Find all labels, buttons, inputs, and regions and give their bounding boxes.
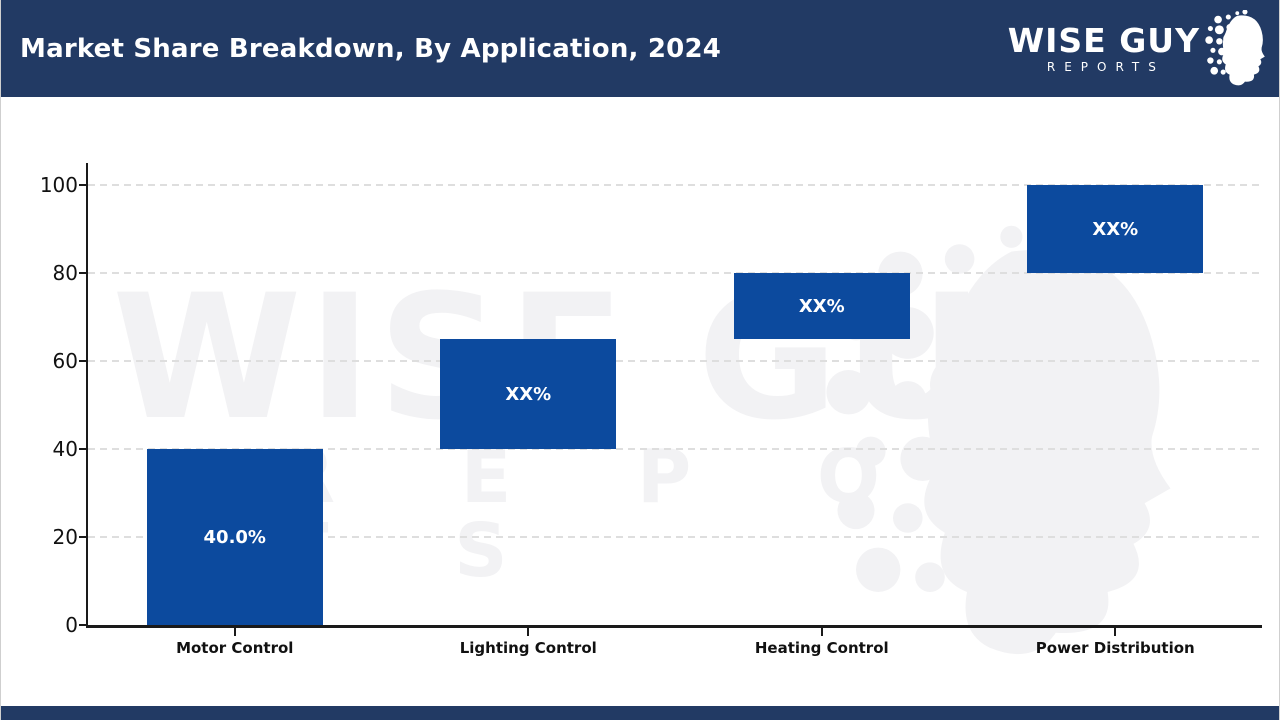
brand-logo-text: WISE GUY REPORTS — [1007, 20, 1200, 75]
waterfall-bar: XX% — [440, 339, 617, 449]
gridline — [88, 536, 1262, 538]
gridline — [88, 272, 1262, 274]
gridline — [88, 184, 1262, 186]
brand-name: WISE GUY — [1007, 20, 1200, 60]
footer-bar — [0, 706, 1280, 720]
y-axis-tick — [79, 272, 88, 274]
x-axis-tick — [820, 628, 823, 636]
waterfall-bar: XX% — [733, 273, 910, 339]
waterfall-bar: XX% — [1027, 185, 1204, 273]
y-axis-tick — [79, 624, 88, 626]
x-axis-tick — [1114, 628, 1117, 636]
y-axis-tick — [79, 360, 88, 362]
head-profile-dots-icon — [1205, 10, 1265, 86]
y-axis-tick-label: 20 — [52, 525, 78, 549]
x-axis-category-label: Power Distribution — [1035, 639, 1195, 657]
y-axis-tick — [79, 184, 88, 186]
header-bar: Market Share Breakdown, By Application, … — [0, 0, 1280, 97]
y-axis-tick-label: 40 — [52, 437, 78, 461]
bar-value-label: XX% — [798, 295, 845, 317]
gridline — [88, 448, 1262, 450]
bar-value-label: 40.0% — [203, 526, 266, 548]
x-axis-category-label: Heating Control — [754, 639, 889, 657]
brand-subtitle: REPORTS — [1046, 60, 1165, 75]
x-axis-tick — [233, 628, 236, 636]
y-axis-tick-label: 100 — [39, 173, 78, 197]
x-axis-category-label: Lighting Control — [459, 639, 597, 657]
gridline — [88, 360, 1262, 362]
y-axis-tick-label: 80 — [52, 261, 78, 285]
y-axis-line — [86, 163, 88, 628]
bar-value-label: XX% — [505, 383, 552, 405]
x-axis-line — [86, 625, 1262, 628]
y-axis-tick — [79, 536, 88, 538]
x-axis-tick — [527, 628, 530, 636]
page-title: Market Share Breakdown, By Application, … — [20, 33, 722, 64]
brand-logo: WISE GUY REPORTS — [1008, 6, 1268, 92]
y-axis-tick-label: 60 — [52, 349, 78, 373]
y-axis-tick — [79, 448, 88, 450]
y-axis-tick-label: 0 — [65, 613, 78, 637]
bar-value-label: XX% — [1092, 218, 1139, 240]
waterfall-bar: 40.0% — [146, 449, 323, 625]
x-axis-category-label: Motor Control — [176, 639, 294, 657]
